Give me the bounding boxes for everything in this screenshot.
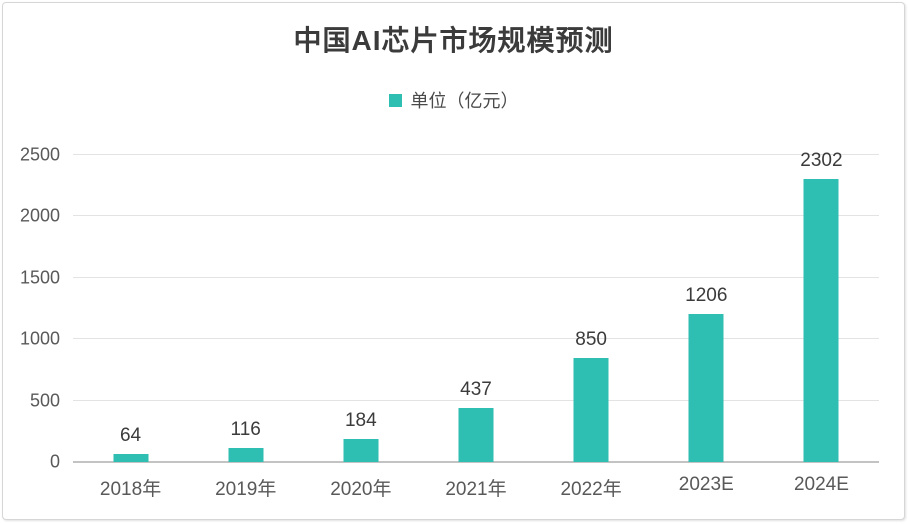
x-tick-label: 2024E — [793, 474, 849, 495]
x-tick-label: 2018年 — [99, 479, 162, 500]
y-tick-label: 2500 — [19, 144, 60, 165]
bar-group: 1206 — [649, 155, 764, 462]
bar-group: 64 — [73, 155, 188, 462]
chart-title: 中国AI芯片市场规模预测 — [293, 25, 614, 56]
bar-group: 116 — [188, 155, 303, 462]
y-tick-label: 0 — [49, 451, 60, 472]
bar — [688, 313, 724, 462]
x-tick-label: 2022年 — [560, 479, 622, 500]
legend-swatch-icon — [388, 93, 402, 107]
bar-group: 184 — [303, 155, 418, 462]
y-tick-label: 2000 — [19, 205, 60, 226]
y-tick-label: 1500 — [19, 267, 60, 288]
x-axis-line — [73, 461, 879, 463]
bar-value-label: 437 — [460, 379, 492, 401]
gridline — [73, 338, 879, 340]
bar — [113, 454, 149, 462]
x-tick-label: 2021年 — [445, 479, 507, 500]
bar-value-label: 1206 — [685, 284, 728, 306]
bar-group: 437 — [418, 155, 533, 462]
gridline — [73, 399, 879, 401]
bar-value-label: 2302 — [800, 150, 843, 172]
bar — [803, 179, 839, 462]
bar-group: 850 — [534, 155, 649, 462]
x-tick-label: 2020年 — [330, 479, 392, 500]
bar-group: 2302 — [764, 150, 879, 462]
x-axis-labels: 2018年 2019年 2020年 2021年 2022年 2023E 2024E — [73, 474, 879, 501]
legend: 单位（亿元） — [3, 87, 904, 113]
y-tick-label: 500 — [29, 390, 60, 411]
bar-value-label: 64 — [119, 425, 142, 447]
x-tick-label: 2023E — [678, 474, 734, 495]
x-tick-label: 2019年 — [215, 479, 277, 500]
bar — [573, 357, 609, 462]
gridline — [73, 215, 879, 217]
bar — [458, 408, 494, 462]
bar — [343, 439, 379, 462]
bar — [228, 447, 264, 462]
bar-value-label: 116 — [230, 418, 261, 440]
plot-area: 0 500 1000 1500 2000 2500 64 116 184 437 850 1206 23… — [20, 145, 879, 472]
legend-label: 单位（亿元） — [410, 91, 519, 111]
bar-value-label: 850 — [575, 328, 607, 350]
gridline — [73, 276, 879, 278]
gridline — [73, 154, 879, 155]
bar-value-label: 184 — [344, 410, 377, 432]
y-tick-label: 1000 — [19, 328, 60, 349]
